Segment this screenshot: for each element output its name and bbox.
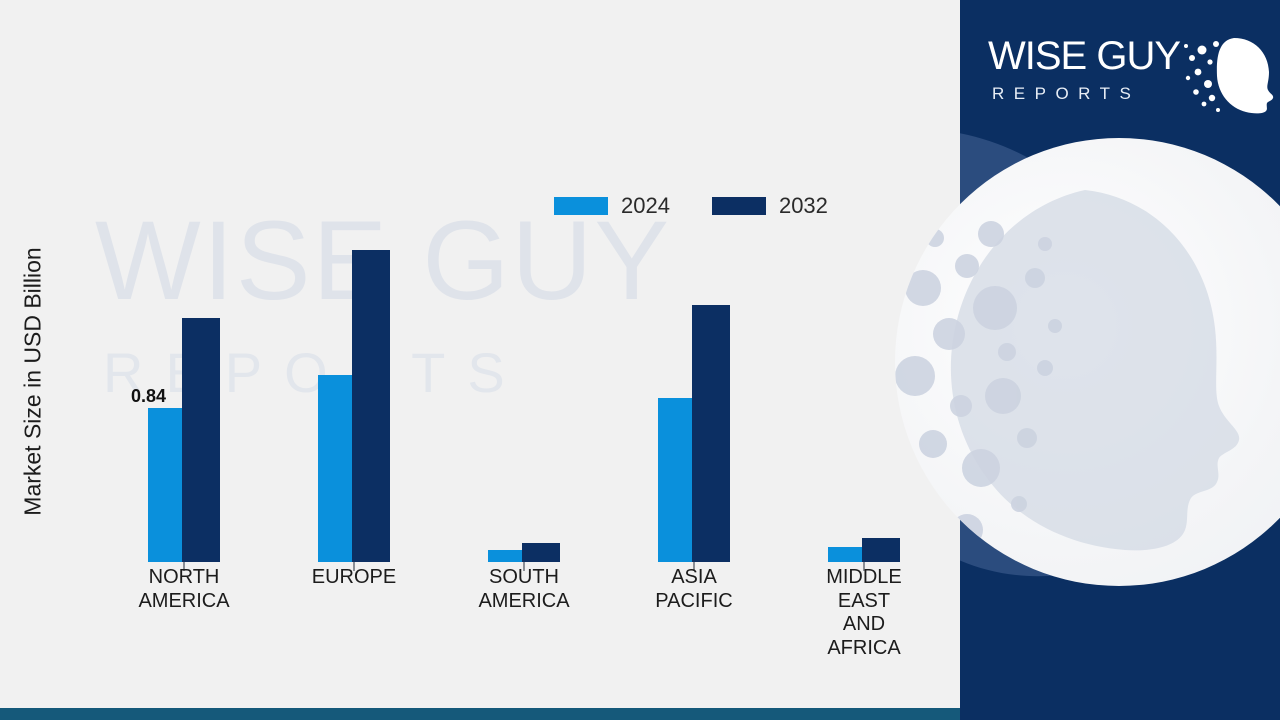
legend-swatch-2024 xyxy=(554,197,608,215)
logo-head-dots-icon xyxy=(1184,38,1274,114)
logo-wordmark: WISE GUY xyxy=(988,34,1181,78)
x-axis-category-label: SOUTH AMERICA xyxy=(478,566,570,612)
legend-item-2024[interactable]: 2024 xyxy=(554,193,670,219)
bar-2032[interactable] xyxy=(522,543,560,562)
legend-swatch-2032 xyxy=(711,197,766,215)
decorative-circle xyxy=(895,138,1280,586)
bar-2032[interactable] xyxy=(862,538,900,562)
bar-2024[interactable] xyxy=(318,375,352,562)
bottom-accent-strip xyxy=(0,708,960,720)
bar-2024[interactable] xyxy=(148,408,182,562)
x-axis-category-label: EUROPE xyxy=(311,566,397,588)
legend-label-2024: 2024 xyxy=(621,193,670,218)
chart-background xyxy=(0,0,960,720)
bar-2032[interactable] xyxy=(182,318,220,562)
bar-group xyxy=(318,180,390,571)
x-axis-tick xyxy=(863,562,865,571)
x-axis-category-label: ASIA PACIFIC xyxy=(655,566,733,612)
x-axis-category-label: MIDDLE EAST AND AFRICA xyxy=(826,566,902,659)
dotted-head-graphic-icon xyxy=(895,190,1240,551)
bar-group xyxy=(828,180,900,571)
chart-legend: 2024 2032 xyxy=(554,193,828,219)
bar-2024[interactable] xyxy=(828,547,862,562)
bar-2032[interactable] xyxy=(692,305,730,562)
legend-label-2032: 2032 xyxy=(778,193,828,218)
x-axis-category-label: NORTH AMERICA xyxy=(138,566,230,612)
bar-group xyxy=(488,180,560,571)
brand-logo: WISE GUY REPORTS xyxy=(988,34,1274,120)
bar-2024[interactable] xyxy=(488,550,522,562)
x-axis-tick xyxy=(693,562,695,571)
y-axis-label: Market Size in USD Billion xyxy=(19,247,46,516)
bar-value-label: 0.84 xyxy=(131,386,167,406)
bar-group xyxy=(658,180,730,571)
bar-2024[interactable] xyxy=(658,398,692,562)
plot-area xyxy=(95,180,925,571)
legend-item-2032[interactable]: 2032 xyxy=(711,193,828,219)
bar-2032[interactable] xyxy=(352,250,390,562)
x-axis-tick xyxy=(523,562,525,571)
x-axis-tick xyxy=(183,562,185,571)
bar-group xyxy=(148,180,220,571)
x-axis-tick xyxy=(353,562,355,571)
logo-tagline: REPORTS xyxy=(992,84,1141,103)
